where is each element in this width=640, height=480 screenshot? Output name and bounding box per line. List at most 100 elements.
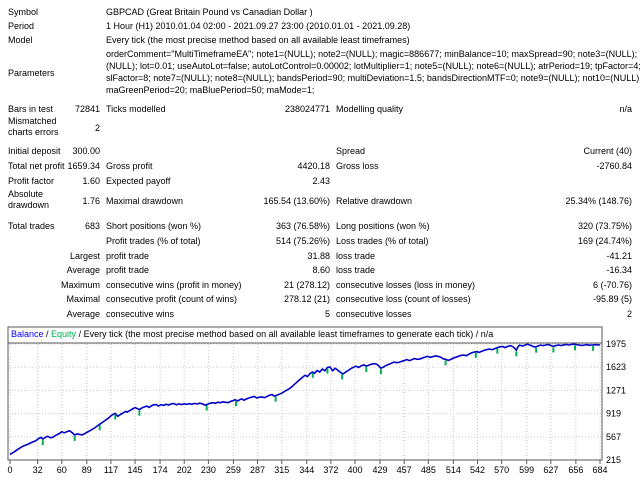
svg-text:287: 287: [250, 465, 265, 475]
stat-value: 25.34% (148.76): [565, 196, 632, 206]
parameters-value: orderComment="MultiTimeframeEA"; note1=(…: [106, 48, 640, 96]
svg-text:372: 372: [323, 465, 338, 475]
stat-value: 6 (-70.76): [592, 280, 632, 290]
stat-label: Mismatched charts errors: [8, 116, 59, 137]
svg-text:429: 429: [373, 465, 388, 475]
svg-text:174: 174: [153, 465, 168, 475]
svg-text:1271: 1271: [606, 385, 626, 395]
balance-curve-plot: 215 567 919 1271 1623 1975 0 32 60 89 117 145 174 202…: [7, 326, 626, 475]
svg-text:514: 514: [446, 465, 461, 475]
stat-label: Initial deposit: [8, 146, 61, 156]
symbol-row: Symbol GBPCAD (Great Britain Pound vs Ca…: [0, 6, 640, 18]
svg-text:145: 145: [128, 465, 143, 475]
svg-text:315: 315: [274, 465, 289, 475]
symbol-value: GBPCAD (Great Britain Pound vs Canadian …: [106, 7, 313, 17]
model-label: Model: [8, 35, 33, 45]
stat-value: Maximal: [66, 294, 100, 304]
stat-value: 278.12 (21): [283, 294, 330, 304]
stat-label: profit trade: [106, 251, 150, 261]
stat-label: loss trade: [336, 265, 376, 275]
stat-value: -2760.84: [596, 161, 632, 171]
stat-value: Largest: [69, 251, 100, 261]
stat-label: Bars in test: [8, 104, 54, 114]
period-label: Period: [8, 21, 35, 31]
stat-label: consecutive loss (count of losses): [336, 294, 471, 304]
svg-text:627: 627: [543, 465, 558, 475]
stat-label: Short positions (won %): [106, 221, 202, 231]
stat-label: profit trade: [106, 265, 150, 275]
svg-text:656: 656: [568, 465, 583, 475]
max-consecutive-profit-row: Maximal consecutive profit (count of win…: [0, 293, 640, 305]
legend-balance-label: Balance: [11, 329, 44, 339]
stat-value: 165.54 (13.60%): [263, 196, 330, 206]
svg-text:1623: 1623: [606, 362, 626, 372]
stat-value: Average: [66, 265, 100, 275]
stat-value: 1.60: [82, 176, 100, 186]
parameters-line-1: orderComment="MultiTimeframeEA"; note1=(…: [106, 49, 640, 59]
stat-value: 300.00: [72, 146, 100, 156]
svg-text:485: 485: [421, 465, 436, 475]
svg-text:202: 202: [177, 465, 192, 475]
stat-label: Relative drawdown: [336, 196, 413, 206]
largest-trade-row: Largest profit trade 31.88 loss trade -4…: [0, 250, 640, 262]
stat-value: 72841: [74, 104, 100, 114]
stat-label: Gross profit: [106, 161, 153, 171]
stat-value: 31.88: [307, 251, 330, 261]
model-value: Every tick (the most precise method base…: [106, 35, 410, 45]
stat-value: n/a: [619, 104, 632, 114]
stat-value: Current (40): [583, 146, 632, 156]
stat-value: -95.89 (5): [592, 294, 632, 304]
drawdown-row: Absolute drawdown 1.76 Maximal drawdown …: [0, 189, 640, 213]
stat-label: Expected payoff: [106, 176, 171, 186]
legend-separator: /: [43, 329, 52, 339]
svg-text:117: 117: [104, 465, 118, 475]
profit-trades-row: Profit trades (% of total) 514 (75.26%) …: [0, 235, 640, 247]
model-row: Model Every tick (the most precise metho…: [0, 34, 640, 46]
stat-label: Profit trades (% of total): [106, 236, 201, 246]
stat-value: 8.60: [312, 265, 330, 275]
stat-label: Long positions (won %): [336, 221, 430, 231]
parameters-label: Parameters: [8, 68, 55, 78]
stat-value: 1.76: [82, 196, 100, 206]
stat-value: 4420.18: [297, 161, 330, 171]
stat-label: Spread: [336, 146, 366, 156]
svg-text:344: 344: [299, 465, 314, 475]
stat-value: 2.43: [312, 176, 330, 186]
bars-row: Bars in test 72841 Ticks modelled 238024…: [0, 103, 640, 115]
stat-value: 514 (75.26%): [275, 236, 330, 246]
initial-deposit-row: Initial deposit 300.00 Spread Current (4…: [0, 145, 640, 157]
total-trades-row: Total trades 683 Short positions (won %)…: [0, 220, 640, 232]
avg-consecutive-row: Average consecutive wins 5 consecutive l…: [0, 308, 640, 320]
stat-value: 1659.34: [67, 161, 100, 171]
mismatched-row: Mismatched charts errors 2: [0, 116, 640, 140]
balance-chart: Balance / Equity / Every tick (the most …: [0, 324, 640, 480]
svg-text:0: 0: [7, 465, 12, 475]
stat-value: -16.34: [606, 265, 632, 275]
svg-text:567: 567: [606, 432, 621, 442]
stat-label: loss trade: [336, 251, 376, 261]
stat-label: consecutive wins: [106, 309, 175, 319]
stat-value: 2: [94, 123, 100, 133]
svg-text:919: 919: [606, 409, 621, 419]
stat-label: consecutive profit (count of wins): [106, 294, 238, 304]
svg-text:457: 457: [397, 465, 412, 475]
profit-factor-row: Profit factor 1.60 Expected payoff 2.43: [0, 175, 640, 187]
parameters-line-2: (NULL); lot=0.01; useAutoLot=false; auto…: [106, 61, 640, 71]
svg-text:542: 542: [470, 465, 485, 475]
stat-value: 238024771: [284, 104, 330, 114]
svg-text:60: 60: [57, 465, 67, 475]
stat-label: Ticks modelled: [106, 104, 166, 114]
stat-label: Modelling quality: [336, 104, 404, 114]
parameters-line-3: slFactor=8; note7=(NULL); note8=(NULL); …: [106, 73, 640, 83]
svg-text:1975: 1975: [606, 339, 626, 349]
max-consecutive-wins-row: Maximum consecutive wins (profit in mone…: [0, 279, 640, 291]
stat-value: Maximum: [60, 280, 100, 290]
stat-label: consecutive losses: [336, 309, 412, 319]
svg-text:259: 259: [226, 465, 241, 475]
svg-text:684: 684: [592, 465, 607, 475]
svg-text:400: 400: [348, 465, 363, 475]
stat-label: Maximal drawdown: [106, 196, 184, 206]
stat-value: 320 (73.75%): [577, 221, 632, 231]
stat-value: 363 (76.58%): [275, 221, 330, 231]
